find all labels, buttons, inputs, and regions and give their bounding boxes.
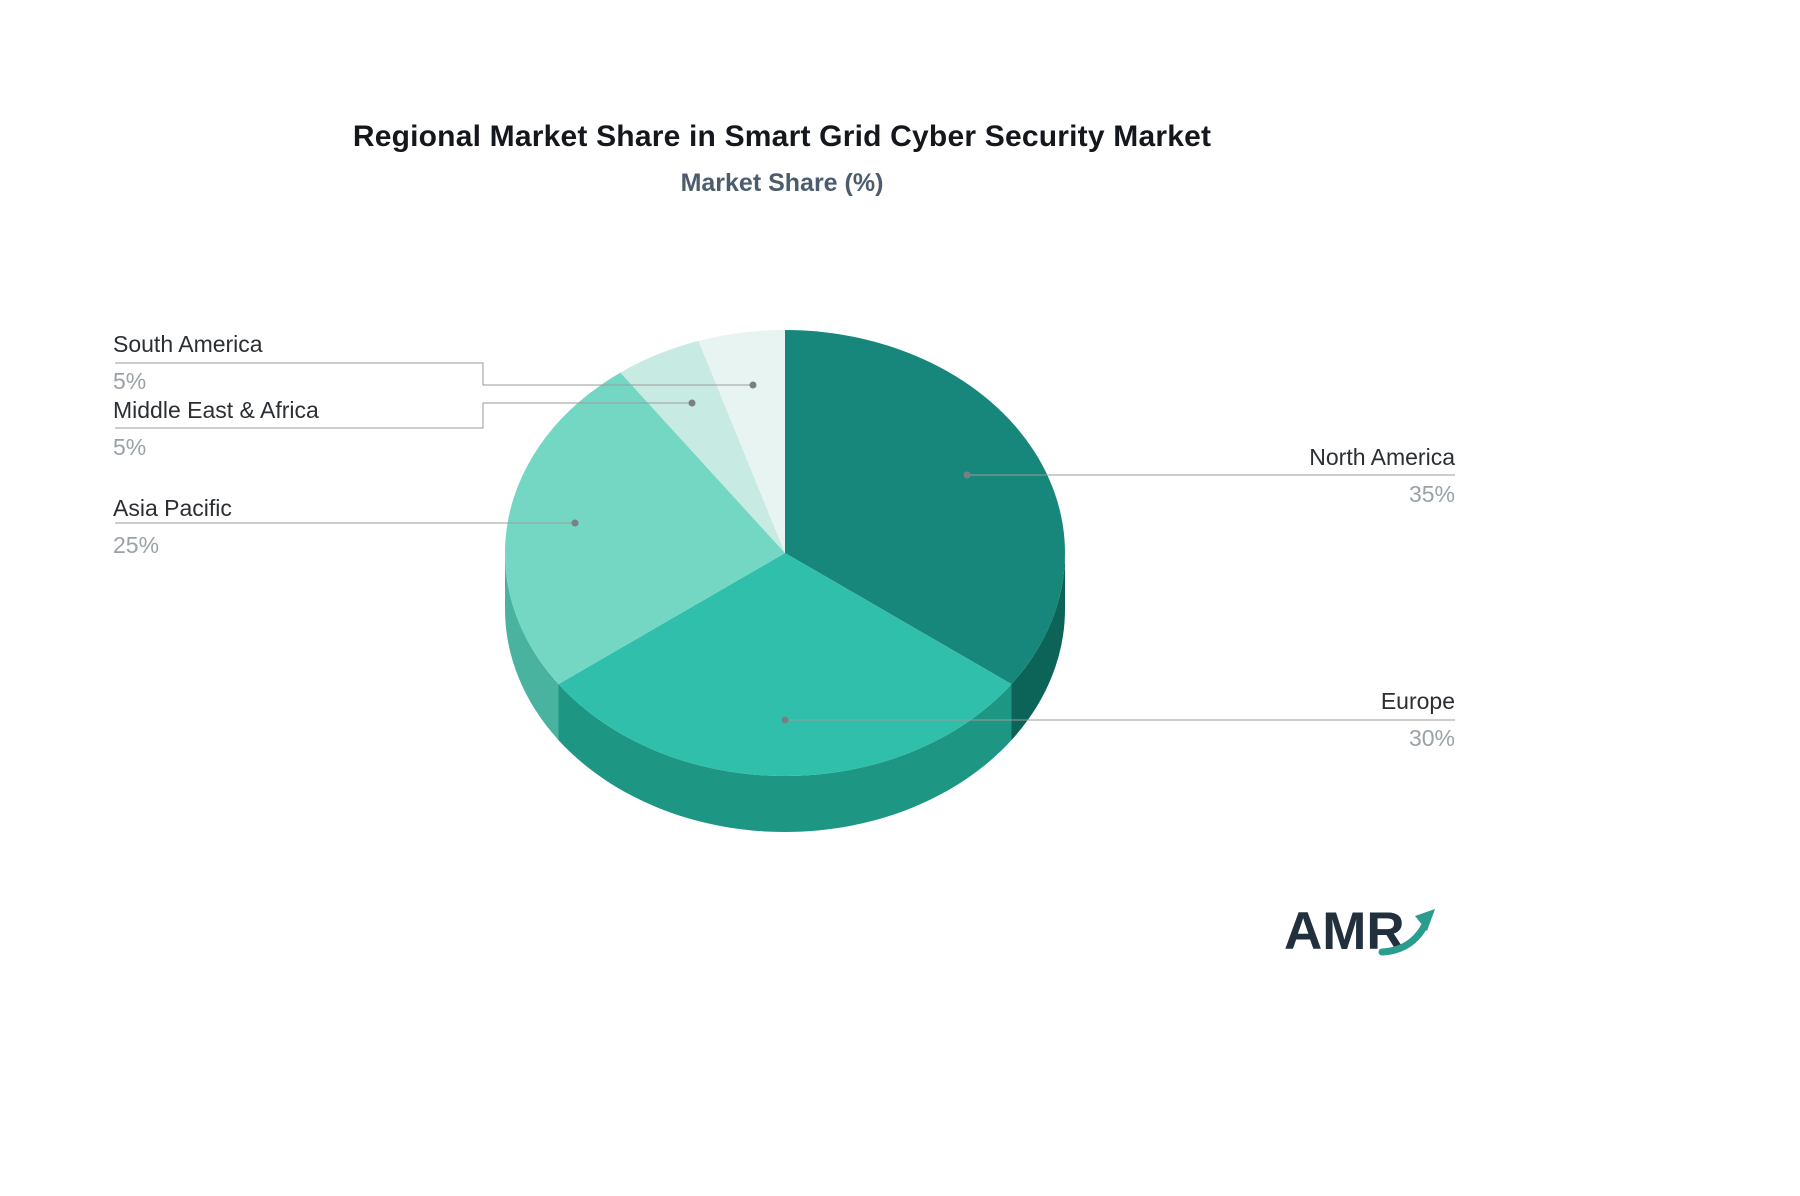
pie-side-north-america bbox=[1011, 553, 1065, 741]
pie-slice-asia-pacific bbox=[505, 372, 785, 685]
pie-slice-north-america bbox=[785, 330, 1065, 685]
leader-dot-south-america bbox=[749, 381, 757, 389]
value-south-america: 5% bbox=[113, 368, 147, 394]
label-south-america: South America bbox=[113, 331, 263, 357]
label-north-america: North America bbox=[1309, 444, 1455, 470]
leader-dot-middle-east-africa bbox=[688, 399, 696, 407]
leader-line-south-america bbox=[115, 362, 753, 386]
pie-side-europe bbox=[558, 684, 1012, 832]
chart-subtitle: Market Share (%) bbox=[680, 169, 884, 197]
pie-slice-south-america bbox=[698, 330, 785, 553]
chart-title: Regional Market Share in Smart Grid Cybe… bbox=[352, 120, 1212, 153]
pie-side-asia-pacific bbox=[505, 553, 559, 741]
pie-slice-middle-east-africa bbox=[620, 340, 785, 553]
value-asia-pacific: 25% bbox=[113, 532, 160, 558]
leader-line-middle-east-africa bbox=[115, 402, 692, 429]
leader-dot-north-america bbox=[963, 471, 971, 479]
label-asia-pacific: Asia Pacific bbox=[113, 495, 232, 521]
value-north-america: 35% bbox=[1408, 481, 1455, 507]
label-europe: Europe bbox=[1380, 688, 1455, 714]
leader-dot-europe bbox=[781, 716, 789, 724]
logo-arrowhead-icon bbox=[1415, 909, 1435, 931]
amr-logo: AMR bbox=[1282, 896, 1452, 973]
leader-dot-asia-pacific bbox=[571, 519, 579, 527]
value-europe: 30% bbox=[1408, 725, 1455, 751]
value-middle-east-africa: 5% bbox=[113, 434, 147, 460]
logo-arrow-icon bbox=[1378, 921, 1429, 956]
label-middle-east-africa: Middle East & Africa bbox=[113, 397, 319, 423]
